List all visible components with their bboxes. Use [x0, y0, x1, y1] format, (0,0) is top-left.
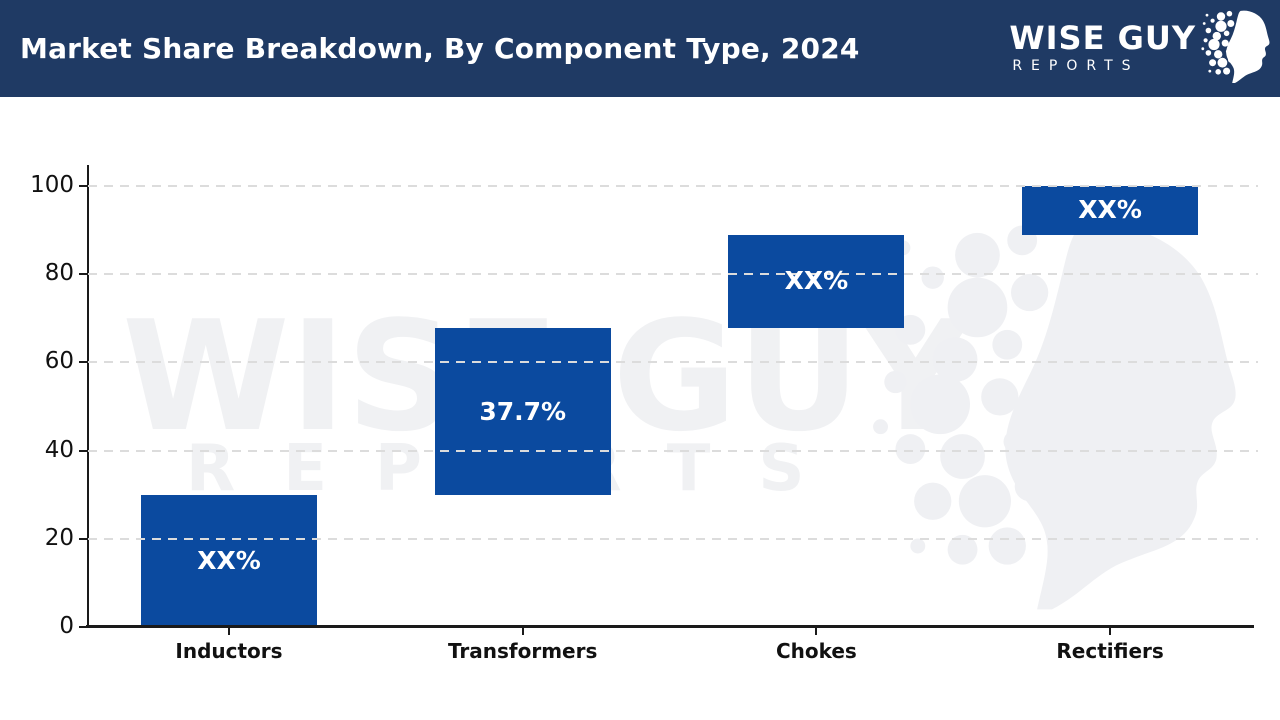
y-tick-label-20: 20 — [44, 524, 74, 551]
x-tick-label-transformers: Transformers — [447, 639, 598, 663]
y-tick-label-0: 0 — [59, 613, 74, 639]
y-tick-label-40: 40 — [44, 436, 74, 463]
x-tick-label-inductors: Inductors — [175, 639, 283, 663]
x-axis-line — [86, 625, 1254, 628]
bar-inductors — [141, 494, 317, 627]
logo-brand-name: WISE GUY — [1009, 19, 1196, 58]
x-tick-label-rectifiers: Rectifiers — [1056, 639, 1164, 663]
y-tick-mark-20 — [79, 537, 87, 540]
y-axis-line — [87, 165, 89, 627]
y-tick-mark-0 — [79, 626, 87, 628]
x-tick-mark-inductors — [228, 628, 230, 635]
y-tick-mark-80 — [79, 273, 87, 276]
header-bar: Market Share Breakdown, By Component Typ… — [0, 0, 1280, 97]
y-tick-mark-40 — [79, 449, 87, 452]
y-tick-label-80: 80 — [44, 260, 74, 287]
watermark-dotted-head — [873, 224, 1236, 610]
bar-value-label: XX% — [197, 545, 261, 575]
gridline-100 — [88, 185, 1258, 187]
x-tick-label-chokes: Chokes — [775, 639, 857, 663]
x-tick-mark-rectifiers — [1109, 628, 1112, 635]
y-tick-mark-60 — [79, 361, 87, 364]
gridline-60 — [88, 361, 1258, 364]
logo-text: WISE GUY REPORTS — [1009, 22, 1196, 74]
bar-value-label: XX% — [784, 266, 849, 296]
bar-value-label: XX% — [1078, 195, 1142, 225]
bar-chokes — [728, 234, 905, 329]
y-tick-mark-100 — [79, 185, 87, 187]
bar-transformers — [434, 328, 611, 495]
chart-title: Market Share Breakdown, By Component Typ… — [20, 32, 860, 65]
y-tick-label-60: 60 — [44, 348, 74, 375]
x-tick-mark-chokes — [815, 628, 818, 635]
dotted-head-icon — [1201, 10, 1270, 83]
gridline-40 — [88, 449, 1258, 452]
bar-rectifiers — [1022, 186, 1199, 235]
logo-brand-sub: REPORTS — [1012, 57, 1140, 74]
bar-value-label: 37.7% — [479, 396, 567, 426]
gridline-80 — [88, 273, 1258, 276]
wise-guy-reports-logo: WISE GUY REPORTS — [1009, 6, 1270, 90]
x-tick-mark-transformers — [521, 628, 524, 635]
y-tick-label-100: 100 — [30, 172, 74, 198]
gridline-20 — [88, 537, 1258, 540]
